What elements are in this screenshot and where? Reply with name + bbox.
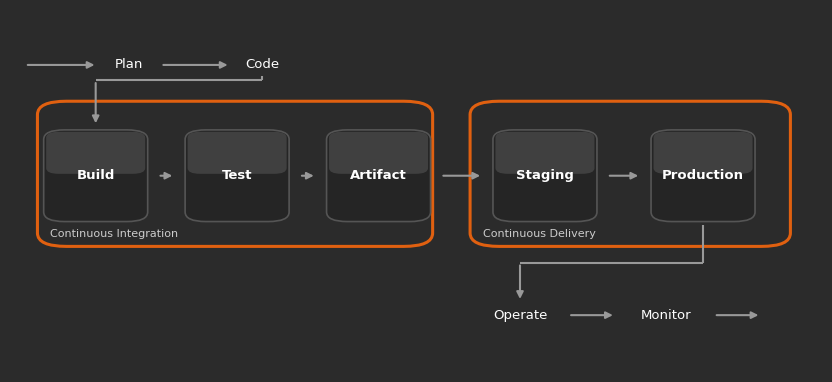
Text: Operate: Operate <box>493 309 547 322</box>
Text: Artifact: Artifact <box>350 169 407 182</box>
FancyBboxPatch shape <box>326 130 431 222</box>
FancyBboxPatch shape <box>496 132 595 174</box>
Text: Build: Build <box>77 169 115 182</box>
FancyBboxPatch shape <box>185 130 290 222</box>
FancyBboxPatch shape <box>47 132 146 174</box>
Text: Continuous Integration: Continuous Integration <box>50 229 178 239</box>
Text: Staging: Staging <box>516 169 574 182</box>
FancyBboxPatch shape <box>329 132 428 174</box>
Text: Production: Production <box>662 169 744 182</box>
Text: Plan: Plan <box>115 58 143 71</box>
FancyBboxPatch shape <box>188 132 286 174</box>
Text: Code: Code <box>245 58 280 71</box>
FancyBboxPatch shape <box>44 130 148 222</box>
Text: Continuous Delivery: Continuous Delivery <box>483 229 596 239</box>
FancyBboxPatch shape <box>651 130 755 222</box>
Text: Test: Test <box>222 169 252 182</box>
FancyBboxPatch shape <box>493 130 597 222</box>
Text: Monitor: Monitor <box>641 309 691 322</box>
FancyBboxPatch shape <box>654 132 753 174</box>
